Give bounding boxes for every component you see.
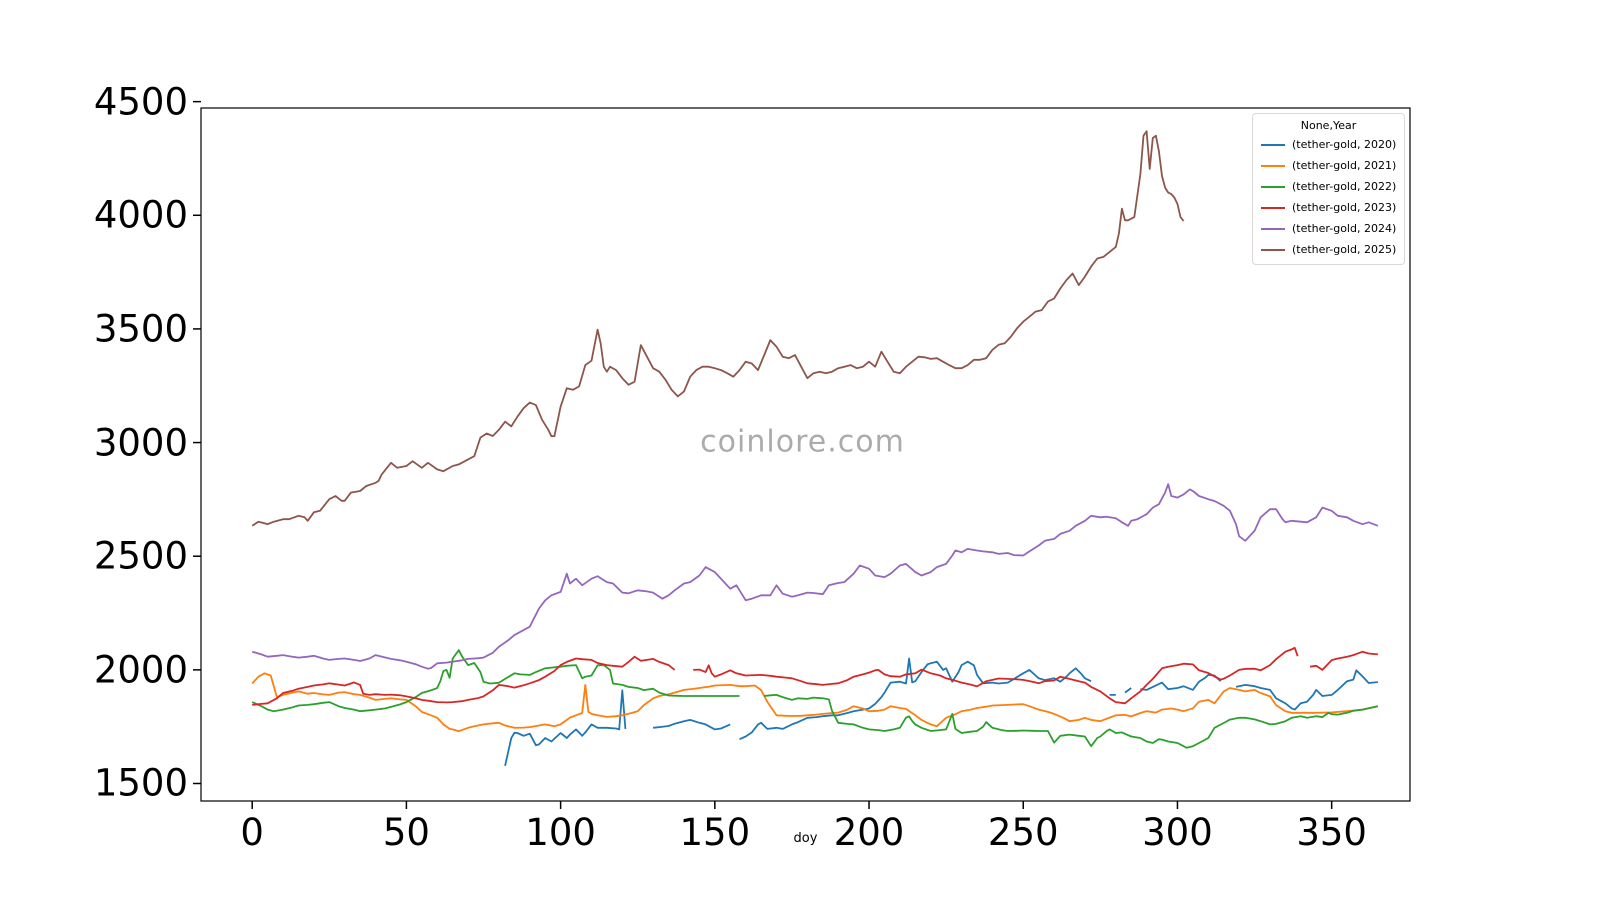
legend-label: (tether-gold, 2023) [1292, 201, 1397, 214]
y-tick-label: 4500 [93, 80, 188, 124]
legend-box: None,Year (tether-gold, 2020) (tether-gol… [1252, 113, 1405, 265]
legend-entry: (tether-gold, 2024) [1261, 218, 1396, 239]
x-tick-label: 0 [240, 811, 264, 854]
legend-label: (tether-gold, 2024) [1292, 222, 1397, 235]
y-tick-label: 1500 [93, 761, 188, 805]
y-tick-label: 4000 [93, 193, 188, 237]
legend-entry: (tether-gold, 2021) [1261, 155, 1396, 176]
y-tick-label: 3000 [93, 421, 188, 465]
y-tick-label: 2500 [93, 534, 188, 578]
x-tick-label: 100 [525, 811, 596, 854]
x-tick-label: 50 [382, 811, 430, 854]
legend-label: (tether-gold, 2025) [1292, 243, 1397, 256]
y-tick-label: 2000 [93, 648, 188, 692]
watermark-text: coinlore.com [700, 424, 905, 460]
axes-frame [200, 107, 1411, 802]
x-tick-label: 300 [1142, 811, 1213, 854]
x-tick-label: 250 [987, 811, 1059, 854]
x-axis-title: doy [793, 831, 818, 846]
x-tick-label: 350 [1296, 811, 1367, 854]
series-line-4 [251, 483, 1379, 670]
series-line-3 [252, 646, 1378, 706]
legend-line-swatch [1261, 185, 1285, 188]
legend-line-swatch [1261, 248, 1285, 251]
legend-line-swatch [1261, 164, 1285, 167]
legend-label: (tether-gold, 2021) [1292, 159, 1397, 172]
legend-title: None,Year [1300, 119, 1357, 132]
series-line-1 [251, 672, 1379, 733]
legend-line-swatch [1261, 227, 1285, 230]
legend-label: (tether-gold, 2022) [1292, 180, 1397, 193]
legend-label: (tether-gold, 2020) [1292, 138, 1397, 151]
legend-entries: (tether-gold, 2020) (tether-gold, 2021) (t… [1261, 134, 1396, 260]
legend-line-swatch [1261, 143, 1285, 146]
legend-entry: (tether-gold, 2022) [1261, 176, 1396, 197]
legend-entry: (tether-gold, 2023) [1261, 197, 1396, 218]
x-tick-label: 150 [679, 811, 751, 854]
legend-entry: (tether-gold, 2020) [1261, 134, 1396, 155]
x-tick-label: 200 [833, 811, 905, 854]
y-tick-label: 3500 [93, 307, 188, 351]
series-line-0 [504, 657, 1378, 766]
legend-line-swatch [1261, 206, 1285, 209]
series-line-5 [251, 130, 1185, 527]
series-line-2 [251, 649, 1379, 749]
legend-entry: (tether-gold, 2025) [1261, 239, 1396, 260]
